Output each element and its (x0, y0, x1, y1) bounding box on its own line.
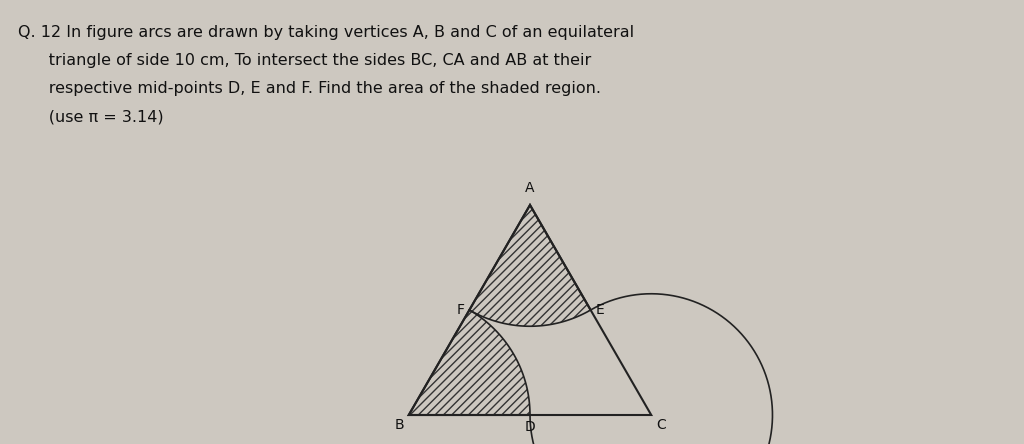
Text: Q. 12 In figure arcs are drawn by taking vertices A, B and C of an equilateral: Q. 12 In figure arcs are drawn by taking… (18, 25, 634, 40)
Text: B: B (394, 418, 403, 432)
Text: D: D (524, 420, 536, 434)
Text: E: E (596, 303, 604, 317)
Text: F: F (457, 303, 464, 317)
Text: A: A (525, 181, 535, 195)
Text: C: C (656, 418, 666, 432)
Text: (use π = 3.14): (use π = 3.14) (18, 109, 164, 124)
Polygon shape (469, 294, 772, 444)
Polygon shape (409, 205, 651, 415)
Text: triangle of side 10 cm, To intersect the sides BC, CA and AB at their: triangle of side 10 cm, To intersect the… (18, 53, 591, 68)
Text: respective mid-points D, E and F. Find the area of the shaded region.: respective mid-points D, E and F. Find t… (18, 81, 601, 96)
